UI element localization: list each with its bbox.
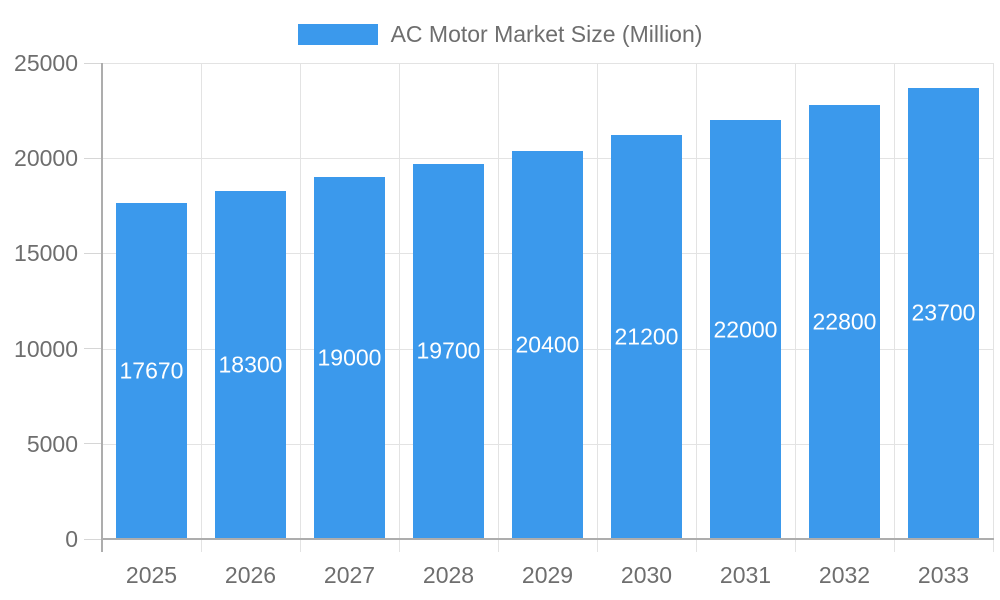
gridline-v-4 (497, 63, 499, 552)
bar-value-label-2029: 20400 (515, 331, 580, 358)
y-axis-line (101, 63, 103, 552)
bar-2028[interactable]: 19700 (413, 163, 484, 539)
gridline-v-6 (695, 63, 697, 552)
gridline-v-5 (596, 63, 598, 552)
bar-value-label-2026: 18300 (218, 351, 283, 378)
bar-value-label-2027: 19000 (317, 344, 382, 371)
y-tick-mark-20000 (84, 157, 102, 159)
legend-item[interactable]: AC Motor Market Size (Million) (297, 21, 703, 48)
bar-2025[interactable]: 17670 (116, 202, 187, 539)
x-tick-label-2025: 2025 (125, 562, 178, 588)
x-tick-label-2028: 2028 (422, 562, 475, 588)
bar-2026[interactable]: 18300 (215, 190, 286, 539)
gridline-v-3 (398, 63, 400, 552)
bar-2033[interactable]: 23700 (908, 87, 979, 539)
gridline-v-7 (794, 63, 796, 552)
x-axis-line (101, 538, 994, 540)
bar-2030[interactable]: 21200 (611, 135, 682, 539)
bar-value-label-2025: 17670 (119, 357, 184, 384)
bar-2031[interactable]: 22000 (710, 120, 781, 539)
y-tick-mark-5000 (84, 443, 102, 445)
x-tick-label-2032: 2032 (818, 562, 871, 588)
gridline-v-8 (893, 63, 895, 552)
y-tick-label-25000: 25000 (14, 50, 78, 76)
y-tick-label-10000: 10000 (14, 335, 78, 362)
y-tick-label-5000: 5000 (26, 430, 78, 457)
y-tick-label-0: 0 (65, 526, 78, 552)
bar-2032[interactable]: 22800 (809, 104, 880, 539)
gridline-v-2 (299, 63, 301, 552)
y-tick-label-15000: 15000 (14, 240, 78, 267)
bar-value-label-2028: 19700 (416, 337, 481, 364)
gridline-h-25000 (102, 63, 993, 64)
y-tick-mark-15000 (84, 252, 102, 254)
y-tick-mark-25000 (84, 62, 102, 64)
x-tick-label-2026: 2026 (224, 562, 277, 588)
gridline-v-9 (992, 63, 994, 552)
bar-value-label-2033: 23700 (911, 299, 976, 326)
bar-value-label-2032: 22800 (812, 308, 877, 335)
x-tick-label-2033: 2033 (917, 562, 970, 588)
y-tick-mark-0 (84, 538, 102, 540)
bar-2029[interactable]: 20400 (512, 150, 583, 539)
bar-2027[interactable]: 19000 (314, 177, 385, 539)
plot-area: 17670 18300 19000 19700 20400 21200 22000 22800… (101, 63, 994, 552)
legend-label: AC Motor Market Size (Million) (390, 21, 703, 47)
x-tick-label-2029: 2029 (521, 562, 574, 588)
gridline-v-1 (200, 63, 202, 552)
x-tick-label-2030: 2030 (620, 562, 673, 588)
legend: AC Motor Market Size (Million) (0, 21, 1000, 48)
y-tick-mark-10000 (84, 348, 102, 350)
x-tick-label-2027: 2027 (323, 562, 376, 588)
y-tick-label-20000: 20000 (14, 145, 78, 172)
bar-value-label-2031: 22000 (713, 316, 778, 343)
bar-value-label-2030: 21200 (614, 323, 679, 350)
legend-swatch-icon (297, 24, 378, 45)
x-tick-label-2031: 2031 (719, 562, 772, 588)
